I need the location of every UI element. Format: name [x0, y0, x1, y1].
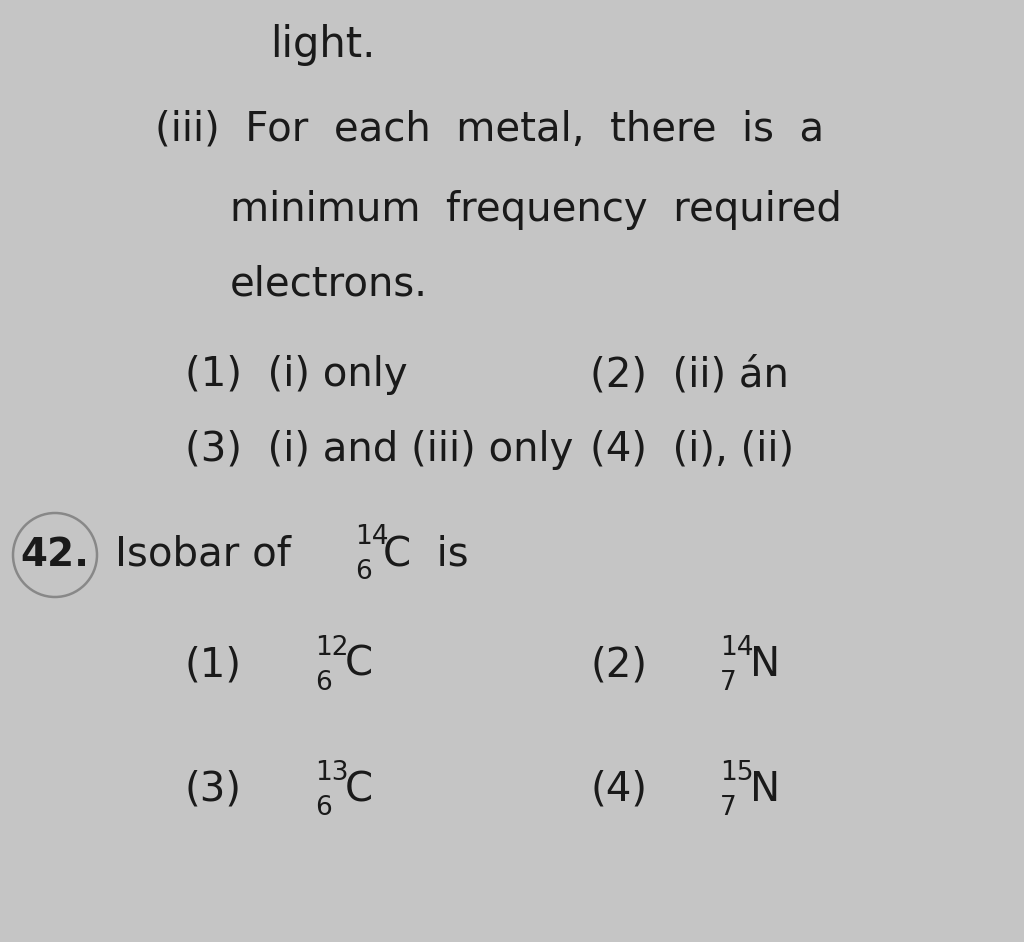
Text: 42.: 42.	[20, 536, 89, 574]
Text: N: N	[750, 770, 780, 810]
Text: (2): (2)	[590, 645, 647, 685]
Text: 15: 15	[720, 760, 754, 786]
Text: minimum  frequency  required: minimum frequency required	[230, 190, 842, 230]
Text: 7: 7	[720, 795, 736, 821]
Text: 6: 6	[355, 559, 372, 585]
Text: C: C	[345, 770, 373, 810]
Text: C: C	[345, 645, 373, 685]
Text: (3)  (i) and (iii) only: (3) (i) and (iii) only	[185, 430, 573, 470]
Text: 6: 6	[315, 670, 332, 696]
Text: 12: 12	[315, 635, 348, 661]
Text: (iii)  For  each  metal,  there  is  a: (iii) For each metal, there is a	[155, 110, 824, 150]
Text: (1)  (i) only: (1) (i) only	[185, 355, 408, 395]
Text: N: N	[750, 645, 780, 685]
Text: Isobar of: Isobar of	[115, 535, 291, 575]
Text: 7: 7	[720, 670, 736, 696]
Text: (3): (3)	[185, 770, 242, 810]
Text: light.: light.	[270, 24, 376, 66]
Text: 14: 14	[355, 524, 388, 550]
Text: (4): (4)	[590, 770, 647, 810]
Text: (1): (1)	[185, 645, 242, 685]
Text: C  is: C is	[383, 535, 469, 575]
Text: 14: 14	[720, 635, 754, 661]
Text: (2)  (ii) án: (2) (ii) án	[590, 355, 788, 395]
Text: electrons.: electrons.	[230, 265, 428, 305]
Text: 6: 6	[315, 795, 332, 821]
Text: 13: 13	[315, 760, 348, 786]
Text: (4)  (i), (ii): (4) (i), (ii)	[590, 430, 795, 470]
